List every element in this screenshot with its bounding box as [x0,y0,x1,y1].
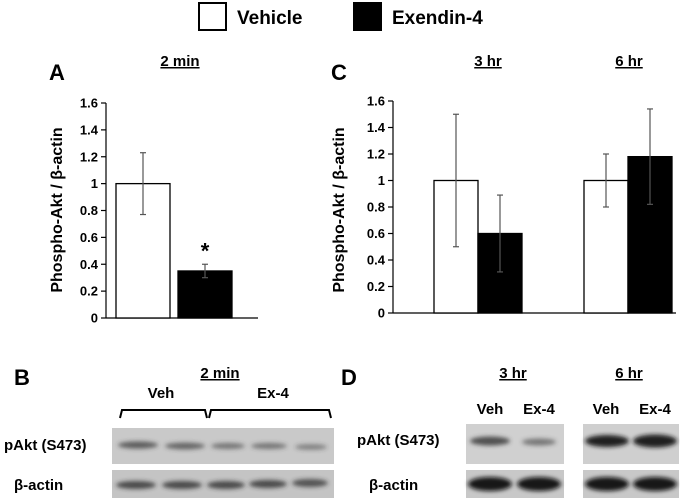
panel-letter-b: B [14,365,30,390]
panel-d-row-bactin: β-actin [369,477,418,494]
significance-star: * [201,238,210,263]
legend-swatch-exendin [353,2,382,31]
band [517,477,561,491]
band [633,434,677,448]
band [295,444,327,450]
band [468,477,512,491]
panel-a-y-axis-label: Phospho-Akt / β-actin [49,127,66,292]
panel-d-time-label-3hr: 3 hr [499,365,527,382]
band [162,481,202,489]
y-tick-label: 0.8 [80,203,98,218]
band [522,438,556,446]
panel-d-lane-ex4-1: Ex-4 [523,401,555,418]
band [116,481,156,489]
y-tick-label: 1.4 [80,122,99,137]
band [292,479,328,487]
blot-d-bactin-6hr [583,470,679,498]
panel-letter-a: A [49,60,65,85]
panel-d-time-label-6hr: 6 hr [615,365,643,382]
panel-a: A 2 min Phospho-Akt / β-actin 0 0.2 0.4 0.6… [49,53,258,326]
y-tick-label: 0.4 [367,253,386,268]
band [211,443,245,449]
y-tick-label: 1.6 [80,96,98,111]
panel-d-lane-veh-1: Veh [477,401,504,418]
y-tick-label: 1.2 [80,149,98,164]
panel-c-time-label-6hr: 6 hr [615,53,643,70]
band [249,480,287,488]
panel-b-group-ex4: Ex-4 [257,385,289,402]
y-tick-label: 0.6 [80,230,98,245]
band [251,443,287,449]
panel-c-y-axis-label: Phospho-Akt / β-actin [331,127,348,292]
panel-d: D 3 hr 6 hr Veh Ex-4 Veh Ex-4 pAkt (S473… [341,365,679,498]
panel-letter-c: C [331,60,347,85]
blot-d-pakt-6hr [583,424,679,464]
bar-exendin-4 [177,270,233,319]
band [165,442,205,450]
blot-d-bactin-3hr [466,470,564,498]
blot-b-pakt-strip [112,428,334,464]
panel-b-time-label: 2 min [200,365,239,382]
y-tick-label: 0.6 [367,226,385,241]
y-tick-label: 1 [378,173,385,188]
y-tick-label: 0.8 [367,200,385,215]
panel-c: C 3 hr 6 hr Phospho-Akt / β-actin 0 0.2 0.… [331,53,676,321]
panel-c-time-label-3hr: 3 hr [474,53,502,70]
panel-c-plot: 0 0.2 0.4 0.6 0.8 1 1.2 1.4 1.6 [367,94,676,321]
blot-d-pakt-3hr [466,424,564,464]
bracket-ex4 [208,409,332,419]
y-tick-label: 1 [91,176,98,191]
y-tick-label: 1.2 [367,147,385,162]
band [585,477,629,491]
panel-b-row-pakt: pAkt (S473) [4,437,87,454]
bracket-veh [119,409,208,419]
panel-a-plot: 0 0.2 0.4 0.6 0.8 1 1.2 1.4 1.6 [80,96,258,326]
panel-b-group-veh: Veh [148,385,175,402]
y-tick-label: 0 [91,311,98,326]
legend: Vehicle Exendin-4 [198,2,483,31]
panel-b-row-bactin: β-actin [14,477,63,494]
band [633,477,677,491]
y-tick-label: 1.4 [367,120,386,135]
legend-label-vehicle: Vehicle [237,8,303,29]
y-tick-label: 0.2 [367,279,385,294]
y-tick-label: 1.6 [367,94,385,109]
panel-d-lane-veh-2: Veh [593,401,620,418]
panel-letter-d: D [341,365,357,390]
panel-d-lane-ex4-2: Ex-4 [639,401,671,418]
band [470,436,510,446]
band [118,441,158,449]
band [585,435,629,447]
panel-d-row-pakt: pAkt (S473) [357,432,440,449]
y-tick-label: 0 [378,306,385,321]
y-tick-label: 0.2 [80,284,98,299]
y-tick-label: 0.4 [80,257,99,272]
band [207,481,245,489]
blot-b-bactin-strip [112,470,334,498]
panel-b: B 2 min Veh Ex-4 pAkt (S473) β-actin [4,365,334,498]
legend-label-exendin: Exendin-4 [392,8,483,29]
panel-a-time-label: 2 min [160,53,199,70]
legend-swatch-vehicle [198,2,227,31]
